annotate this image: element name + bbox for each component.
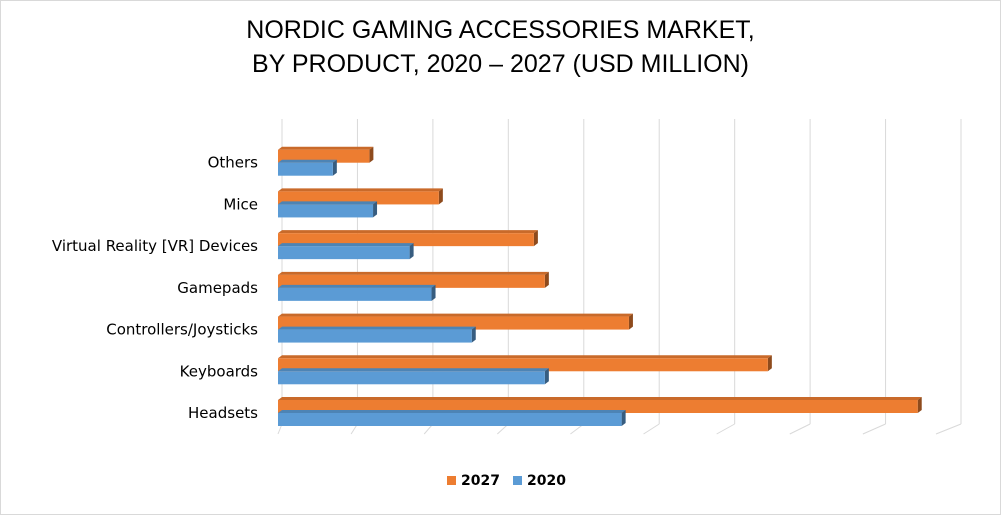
category-label-controllers-joysticks: Controllers/Joysticks [106, 321, 258, 339]
legend-swatch-2020 [513, 476, 522, 485]
bar-2020-keyboards [278, 368, 549, 385]
chart-title-line-1: NORDIC GAMING ACCESSORIES MARKET, [246, 16, 755, 44]
bar-front-face [278, 400, 918, 413]
bar-front-face [278, 329, 472, 343]
bar-top-face [278, 326, 476, 330]
bar-2027-others [278, 146, 374, 163]
bar-front-face [278, 287, 432, 301]
bar-front-face [278, 191, 439, 205]
bar-2027-controllers-joysticks [278, 313, 633, 330]
category-label-others: Others [208, 154, 259, 172]
bar-2020-virtual-reality-vr-devices [278, 243, 414, 260]
bar-side-face [917, 397, 922, 413]
bar-top-face [278, 188, 443, 192]
bar-top-face [278, 201, 378, 205]
bar-side-face [471, 326, 476, 343]
category-label-gamepads: Gamepads [177, 279, 258, 297]
bar-side-face [409, 243, 414, 260]
bar-top-face [278, 243, 414, 247]
bar-top-face [278, 230, 538, 234]
bar-top-face [278, 159, 337, 163]
bar-side-face [373, 201, 378, 218]
bar-2027-mice [278, 188, 443, 205]
bar-top-face [278, 355, 772, 359]
bar-2020-controllers-joysticks [278, 326, 476, 343]
bar-front-face [278, 162, 333, 176]
legend-swatch-2027 [447, 476, 456, 485]
bar-front-face [278, 316, 629, 330]
gridline-foot [643, 423, 660, 435]
bar-side-face [332, 159, 337, 176]
bar-2020-gamepads [278, 284, 436, 301]
bar-top-face [278, 146, 374, 150]
bar-side-face [767, 355, 772, 372]
gridline-foot [789, 423, 811, 435]
gridline-foot [935, 423, 962, 435]
bar-2027-gamepads [278, 271, 549, 288]
bar-front-face [278, 246, 410, 260]
bar-top-face [278, 313, 633, 317]
legend-item-2020: 2020 [513, 473, 566, 489]
bar-front-face [278, 371, 545, 385]
bar-side-face [544, 368, 549, 385]
bar-front-face [278, 233, 534, 247]
bar-top-face [278, 368, 549, 372]
bar-2020-others [278, 159, 337, 176]
bar-top-face [278, 284, 436, 288]
bar-side-face [431, 284, 436, 301]
bar-front-face [278, 274, 545, 288]
bar-2020-mice [278, 201, 378, 218]
category-label-keyboards: Keyboards [180, 362, 259, 380]
bar-front-face [278, 358, 768, 372]
bar-front-face [278, 204, 374, 218]
chart-title-line-2: BY PRODUCT, 2020 – 2027 (USD MILLION) [252, 50, 749, 78]
bar-2027-virtual-reality-vr-devices [278, 230, 538, 247]
bar-2027-keyboards [278, 355, 772, 372]
bar-front-face [278, 149, 370, 163]
bar-side-face [438, 188, 443, 205]
bar-side-face [621, 410, 626, 426]
gridline-foot [716, 423, 735, 435]
bar-top-face [278, 397, 922, 400]
bar-2020-headsets [278, 410, 626, 426]
category-label-virtual-reality-vr-devices: Virtual Reality [VR] Devices [52, 237, 258, 255]
category-label-mice: Mice [223, 195, 258, 213]
bar-side-face [544, 271, 549, 288]
bar-top-face [278, 410, 626, 413]
bar-top-face [278, 271, 549, 275]
chart-title: NORDIC GAMING ACCESSORIES MARKET, BY PRO… [1, 13, 1000, 81]
bar-side-face [369, 146, 374, 163]
legend-label-2027: 2027 [461, 473, 500, 489]
legend-item-2027: 2027 [447, 473, 500, 489]
bar-side-face [628, 313, 633, 330]
legend-label-2020: 2020 [527, 473, 566, 489]
gridline-foot [862, 423, 886, 435]
bar-2027-headsets [278, 397, 922, 413]
bar-side-face [533, 230, 538, 247]
category-label-headsets: Headsets [188, 404, 258, 422]
bar-front-face [278, 413, 622, 426]
